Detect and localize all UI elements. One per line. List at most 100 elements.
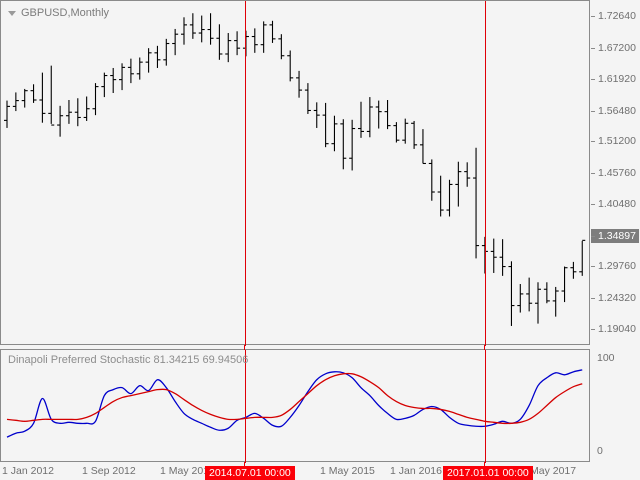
marker-line-gap-2017	[484, 345, 485, 350]
ohlc-bar	[437, 175, 444, 217]
ohlc-bar	[216, 24, 223, 60]
time-tick-label: 1 Jan 2012	[2, 465, 54, 477]
ohlc-bar	[136, 57, 143, 80]
ohlc-bar	[490, 238, 497, 273]
ohlc-bar	[464, 162, 471, 187]
time-tick-label: 1 May 2015	[320, 465, 375, 477]
indicator-scale-bottom: 0	[597, 445, 603, 457]
ohlc-bar	[119, 63, 126, 91]
ohlc-bar	[172, 28, 179, 56]
indicator-plot-area[interactable]	[1, 350, 589, 461]
ohlc-bar	[110, 67, 117, 94]
ohlc-bar	[561, 266, 568, 303]
price-ohlc-bars	[4, 13, 586, 326]
stochastic-line-d	[6, 372, 583, 425]
ohlc-bar	[402, 118, 409, 144]
chart-symbol-label: GBPUSD,Monthly	[21, 7, 110, 19]
time-marker-badge[interactable]: 2017.01.01 00:00	[443, 466, 533, 480]
indicator-vertical-marker-2014	[245, 350, 246, 463]
ohlc-bar	[207, 13, 214, 45]
vertical-marker-line-2017	[485, 1, 486, 346]
time-marker-badge[interactable]: 2014.07.01 00:00	[205, 466, 295, 480]
ohlc-bar	[198, 15, 205, 43]
ohlc-bar	[508, 261, 515, 326]
ohlc-bar	[526, 277, 533, 312]
ohlc-bar	[12, 92, 19, 112]
ohlc-bar	[358, 101, 364, 138]
ohlc-bar	[57, 105, 64, 137]
price-tick-label: 1.29760	[591, 260, 636, 272]
price-chart-panel[interactable]: GBPUSD,Monthly	[0, 0, 590, 346]
ohlc-bar	[340, 119, 347, 170]
ohlc-bar	[296, 70, 303, 98]
ohlc-bar	[313, 102, 320, 128]
indicator-panel[interactable]: Dinapoli Preferred Stochastic 81.34215 6…	[0, 349, 590, 463]
marker-line-gap-2014	[244, 345, 245, 350]
ohlc-bar	[322, 102, 329, 148]
ohlc-bar	[189, 13, 196, 39]
price-tick-label: 1.61920	[591, 73, 636, 85]
ohlc-bar	[145, 48, 152, 73]
ohlc-bar	[269, 20, 276, 43]
ohlc-bar	[83, 96, 90, 121]
ohlc-bar	[181, 17, 187, 45]
ohlc-bar	[21, 88, 28, 108]
price-plot-area[interactable]	[1, 1, 589, 344]
ohlc-bar	[163, 38, 170, 66]
ohlc-bar	[304, 83, 311, 114]
ohlc-bar	[570, 261, 577, 279]
chart-symbol-title: GBPUSD,Monthly	[8, 7, 109, 19]
indicator-scale[interactable]: 100 0	[591, 349, 640, 462]
price-tick-label: 1.67200	[591, 42, 636, 54]
ohlc-bar	[393, 122, 400, 143]
chevron-down-icon[interactable]	[8, 10, 16, 16]
ohlc-bar	[74, 98, 81, 127]
price-tick-label: 1.51200	[591, 135, 636, 147]
indicator-scale-top: 100	[597, 352, 615, 364]
time-tick-label: May 2017	[530, 465, 577, 477]
ohlc-bar	[39, 72, 46, 123]
ohlc-bar	[101, 72, 108, 98]
time-tick-label: 1 May 2013	[160, 465, 215, 477]
ohlc-bar	[535, 282, 541, 324]
indicator-title-label: Dinapoli Preferred Stochastic 81.34215 6…	[8, 354, 249, 366]
time-tick-label: 1 Sep 2012	[82, 465, 136, 477]
ohlc-bar	[543, 282, 550, 304]
ohlc-bar	[428, 159, 435, 201]
price-scale[interactable]: 1.72640 1.67200 1.61920 1.56480 1.51200 1.457…	[591, 0, 640, 345]
ohlc-bar	[225, 33, 232, 63]
ohlc-bar	[4, 100, 10, 128]
ohlc-bar	[384, 99, 391, 130]
price-tick-label: 1.72640	[591, 10, 636, 22]
ohlc-bar	[446, 179, 453, 217]
ohlc-bar	[473, 147, 480, 259]
ohlc-bar	[260, 21, 267, 53]
ohlc-bar	[92, 83, 99, 116]
vertical-marker-line-2014	[245, 1, 246, 346]
ohlc-bar	[331, 115, 338, 152]
ohlc-bar	[234, 31, 241, 56]
ohlc-bar	[278, 34, 285, 60]
ohlc-bar	[455, 161, 462, 207]
price-tick-label: 1.24320	[591, 292, 636, 304]
ohlc-bar	[375, 100, 382, 129]
time-tick-label: 1 Jan 2016	[390, 465, 442, 477]
stochastic-lines	[6, 369, 583, 438]
ohlc-bar	[48, 65, 55, 126]
ohlc-bar	[411, 120, 418, 149]
ohlc-bar	[366, 97, 373, 138]
ohlc-bar	[30, 84, 37, 103]
price-tick-label: 1.19040	[591, 323, 636, 335]
ohlc-bar	[579, 239, 586, 276]
ohlc-bar	[517, 284, 524, 313]
ohlc-bar	[499, 239, 506, 276]
stochastic-line-k	[6, 369, 583, 438]
ohlc-bar	[349, 119, 356, 171]
ohlc-bar	[419, 129, 426, 165]
ohlc-bar	[65, 99, 72, 124]
current-price-label: 1.34897	[591, 229, 639, 244]
ohlc-bar	[552, 286, 559, 317]
marker-line-tail-2017	[484, 462, 485, 468]
